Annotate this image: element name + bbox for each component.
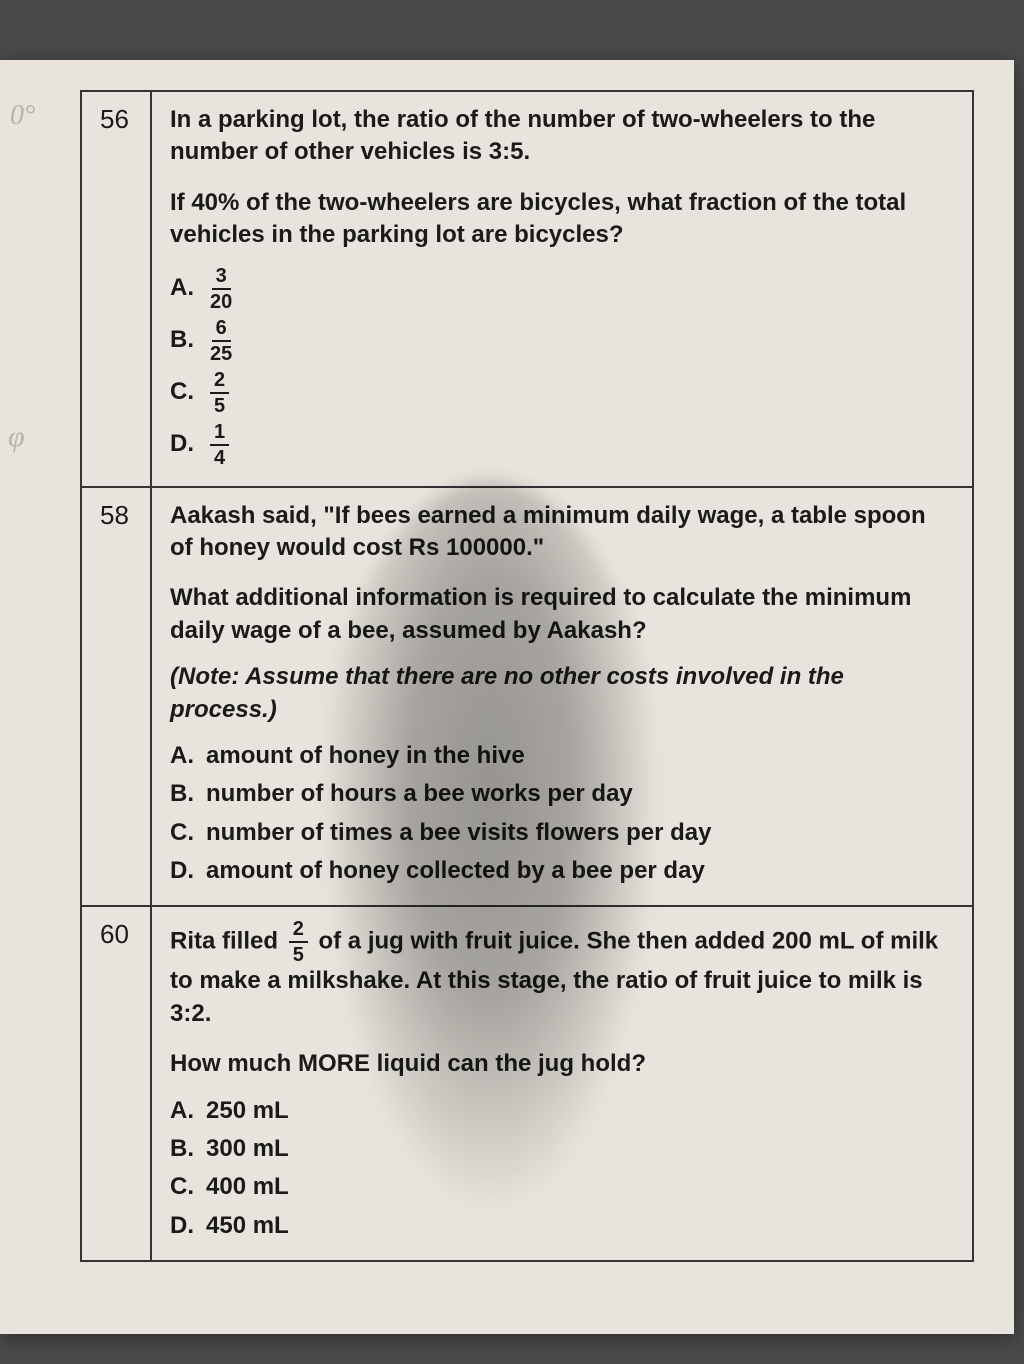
option-text: amount of honey in the hive [206,740,525,772]
option-letter: C. [170,376,196,408]
question-number: 58 [81,487,151,907]
question-body: Aakash said, "If bees earned a minimum d… [151,487,973,907]
option-letter: D. [170,428,196,460]
question-table: 56 In a parking lot, the ratio of the nu… [80,90,974,1262]
option: C. 2 5 [170,370,954,416]
option: A. amount of honey in the hive [170,740,954,772]
question-body: In a parking lot, the ratio of the numbe… [151,91,973,487]
option: D. 450 mL [170,1210,954,1242]
option-letter: B. [170,1133,196,1165]
question-prompt: What additional information is required … [170,582,954,647]
option: C. number of times a bee visits flowers … [170,817,954,849]
question-stem: In a parking lot, the ratio of the numbe… [170,104,954,169]
question-prompt: If 40% of the two-wheelers are bicycles,… [170,187,954,252]
fraction: 2 5 [289,919,308,965]
option-letter: D. [170,855,196,887]
option: D. 1 4 [170,422,954,468]
option-letter: A. [170,740,196,772]
option-letter: A. [170,1095,196,1127]
option-text: number of hours a bee works per day [206,778,633,810]
table-row: 58 Aakash said, "If bees earned a minimu… [81,487,973,907]
table-row: 60 Rita filled 2 5 of a jug with fruit j… [81,906,973,1261]
option-text: 300 mL [206,1133,289,1165]
option-letter: B. [170,324,196,356]
question-stem: Aakash said, "If bees earned a minimum d… [170,500,954,565]
paper-page: 0° φ 56 In a parking lot, the ratio of t… [0,60,1014,1334]
option: D. amount of honey collected by a bee pe… [170,855,954,887]
option-letter: D. [170,1210,196,1242]
question-body: Rita filled 2 5 of a jug with fruit juic… [151,906,973,1261]
option-text: number of times a bee visits flowers per… [206,817,712,849]
question-prompt: How much MORE liquid can the jug hold? [170,1048,954,1080]
option: B. 300 mL [170,1133,954,1165]
option-text: 450 mL [206,1210,289,1242]
margin-doodle: φ [8,420,25,454]
question-number: 56 [81,91,151,487]
option-letter: A. [170,272,196,304]
fraction: 2 5 [210,370,229,416]
question-number: 60 [81,906,151,1261]
question-note: (Note: Assume that there are no other co… [170,661,954,726]
option: C. 400 mL [170,1171,954,1203]
option-text: 400 mL [206,1171,289,1203]
option-text: amount of honey collected by a bee per d… [206,855,705,887]
option-letter: C. [170,817,196,849]
option: B. 6 25 [170,318,954,364]
option-letter: B. [170,778,196,810]
fraction: 6 25 [210,318,232,364]
option: A. 250 mL [170,1095,954,1127]
fraction: 1 4 [210,422,229,468]
option: A. 3 20 [170,266,954,312]
fraction: 3 20 [210,266,232,312]
options-list: A. 3 20 B. 6 25 C. [170,266,954,468]
options-list: A. amount of honey in the hive B. number… [170,740,954,888]
margin-doodle: 0° [10,100,35,132]
question-stem: Rita filled 2 5 of a jug with fruit juic… [170,919,954,1030]
option-text: 250 mL [206,1095,289,1127]
option: B. number of hours a bee works per day [170,778,954,810]
options-list: A. 250 mL B. 300 mL C. 400 mL D. 450 mL [170,1095,954,1243]
option-letter: C. [170,1171,196,1203]
table-row: 56 In a parking lot, the ratio of the nu… [81,91,973,487]
